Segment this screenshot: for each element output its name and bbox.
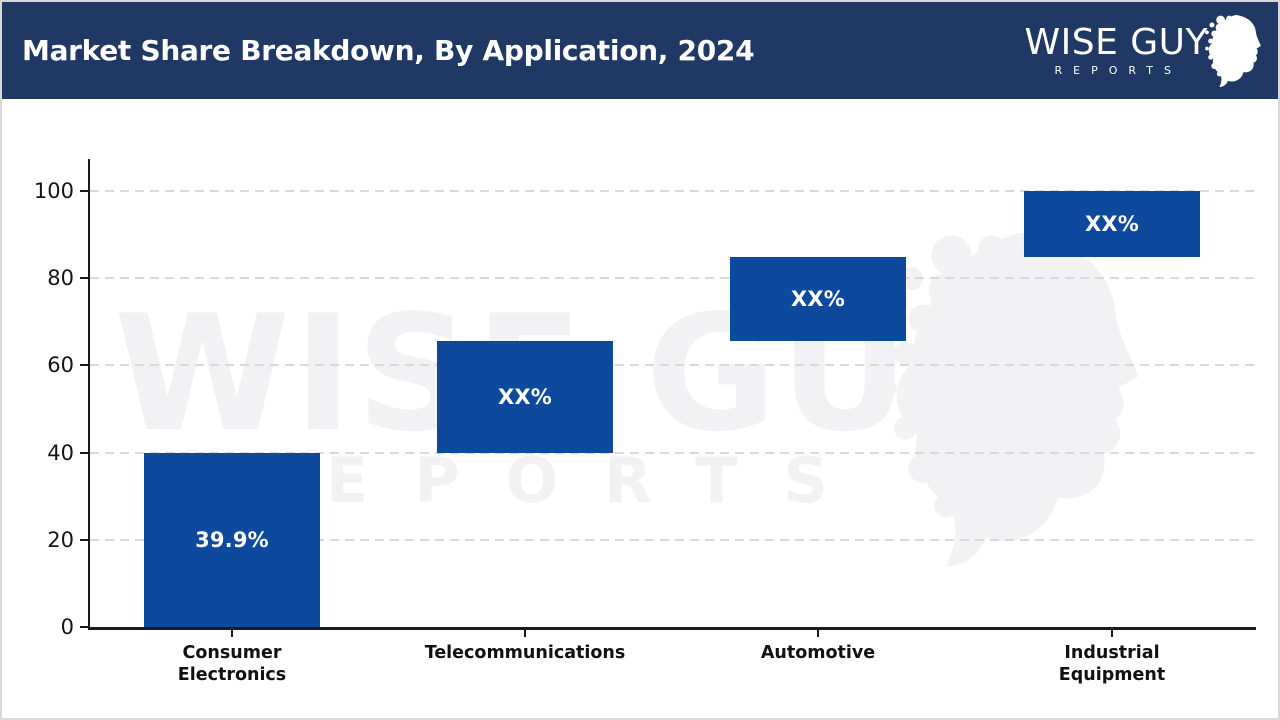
bar-value-label: XX% [1084, 212, 1140, 237]
bar-value-label: XX% [790, 287, 846, 312]
x-category-label: Industrial Equipment [1058, 643, 1166, 685]
y-tick-mark [80, 190, 89, 192]
bar-segment: XX% [730, 257, 906, 341]
bar-segment: XX% [437, 340, 613, 454]
y-tick-label: 20 [47, 527, 74, 552]
gridline [90, 190, 1256, 192]
y-tick-mark [80, 277, 89, 280]
bar-value-label: 39.9% [195, 528, 269, 552]
y-tick-label: 40 [47, 440, 74, 465]
gridline [90, 451, 1256, 454]
brand-subtitle: REPORTS [1054, 63, 1182, 77]
wise-guy-head-icon [1202, 13, 1264, 89]
y-tick-label: 0 [60, 615, 74, 639]
bar-segment: XX% [1024, 191, 1200, 258]
y-tick-label: 60 [47, 353, 74, 378]
gridline [90, 277, 1256, 280]
x-category-label: Telecommunications [424, 643, 626, 663]
bar-segment: 39.9% [144, 453, 320, 627]
brand-logo-text: WISE GUY REPORTS [1024, 21, 1209, 77]
y-tick-mark [80, 451, 89, 454]
x-tick-mark [231, 629, 233, 637]
x-tick-mark [524, 629, 526, 637]
gridline [90, 364, 1256, 367]
y-tick-mark [80, 626, 89, 628]
x-tick-mark [817, 629, 819, 637]
x-axis-line [88, 627, 1256, 630]
plot-area: WISE GUY REPORTS 0 20 40 60 80 100 39.9% Consum… [2, 99, 1278, 718]
gridline [90, 538, 1256, 541]
header-bar: Market Share Breakdown, By Application, … [2, 2, 1278, 99]
y-axis-line [88, 159, 90, 629]
brand-logo: WISE GUY REPORTS [1025, 13, 1265, 89]
brand-name: WISE GUY [1024, 21, 1208, 63]
y-tick-label: 100 [33, 179, 74, 203]
bar-value-label: XX% [497, 384, 553, 409]
watermark-reports-text: REPORTS [232, 444, 875, 517]
x-category-label: Automotive [760, 643, 876, 663]
y-tick-mark [80, 538, 89, 541]
x-category-label: Consumer Electronics [177, 643, 287, 685]
y-tick-label: 80 [47, 266, 74, 291]
y-tick-mark [80, 364, 89, 367]
page-title: Market Share Breakdown, By Application, … [22, 34, 755, 67]
x-tick-mark [1111, 629, 1113, 637]
